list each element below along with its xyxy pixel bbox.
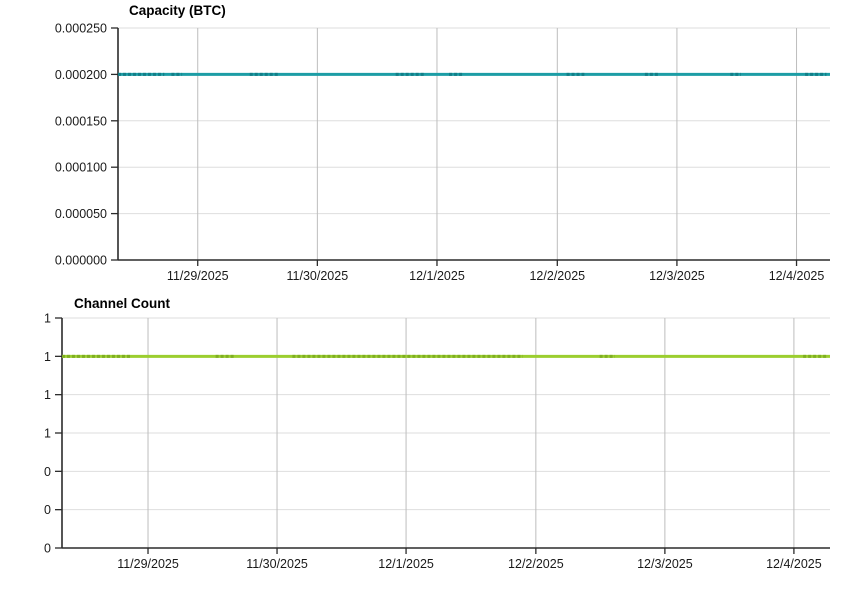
capacity-btc-y-tick-label: 0.000200 bbox=[55, 68, 107, 82]
channel-count-x-tick-label: 12/1/2025 bbox=[378, 557, 434, 571]
capacity-chart-title: Capacity (BTC) bbox=[129, 3, 226, 18]
capacity-btc-y-tick-label: 0.000100 bbox=[55, 161, 107, 175]
capacity-btc-x-tick-label: 12/4/2025 bbox=[769, 269, 825, 283]
channel-count-x-tick-label: 12/3/2025 bbox=[637, 557, 693, 571]
channel-count-y-tick-label: 1 bbox=[44, 388, 51, 402]
capacity-btc-y-tick-label: 0.000050 bbox=[55, 207, 107, 221]
capacity-btc-x-tick-label: 12/1/2025 bbox=[409, 269, 465, 283]
capacity-btc-y-tick-label: 0.000000 bbox=[55, 254, 107, 268]
capacity-btc-x-tick-label: 12/3/2025 bbox=[649, 269, 705, 283]
channel-count-x-tick-label: 11/30/2025 bbox=[246, 557, 308, 571]
channel-count-x-tick-label: 12/2/2025 bbox=[508, 557, 564, 571]
capacity-btc-x-tick-label: 11/30/2025 bbox=[287, 269, 349, 283]
channel-count-chart-title: Channel Count bbox=[74, 296, 170, 311]
channel-count-y-tick-label: 1 bbox=[44, 350, 51, 364]
channel-count-x-tick-label: 11/29/2025 bbox=[117, 557, 179, 571]
channel-count-y-tick-label: 1 bbox=[44, 312, 51, 326]
channel-count-y-tick-label: 0 bbox=[44, 542, 51, 556]
capacity-btc-y-tick-label: 0.000150 bbox=[55, 114, 107, 128]
capacity-btc-x-tick-label: 12/2/2025 bbox=[529, 269, 585, 283]
capacity-btc-x-tick-label: 11/29/2025 bbox=[167, 269, 229, 283]
channel-count-y-tick-label: 0 bbox=[44, 465, 51, 479]
channel-count-y-tick-label: 1 bbox=[44, 427, 51, 441]
capacity-btc-y-tick-label: 0.000250 bbox=[55, 22, 107, 36]
channel-count-x-tick-label: 12/4/2025 bbox=[766, 557, 822, 571]
channel-count-y-tick-label: 0 bbox=[44, 503, 51, 517]
